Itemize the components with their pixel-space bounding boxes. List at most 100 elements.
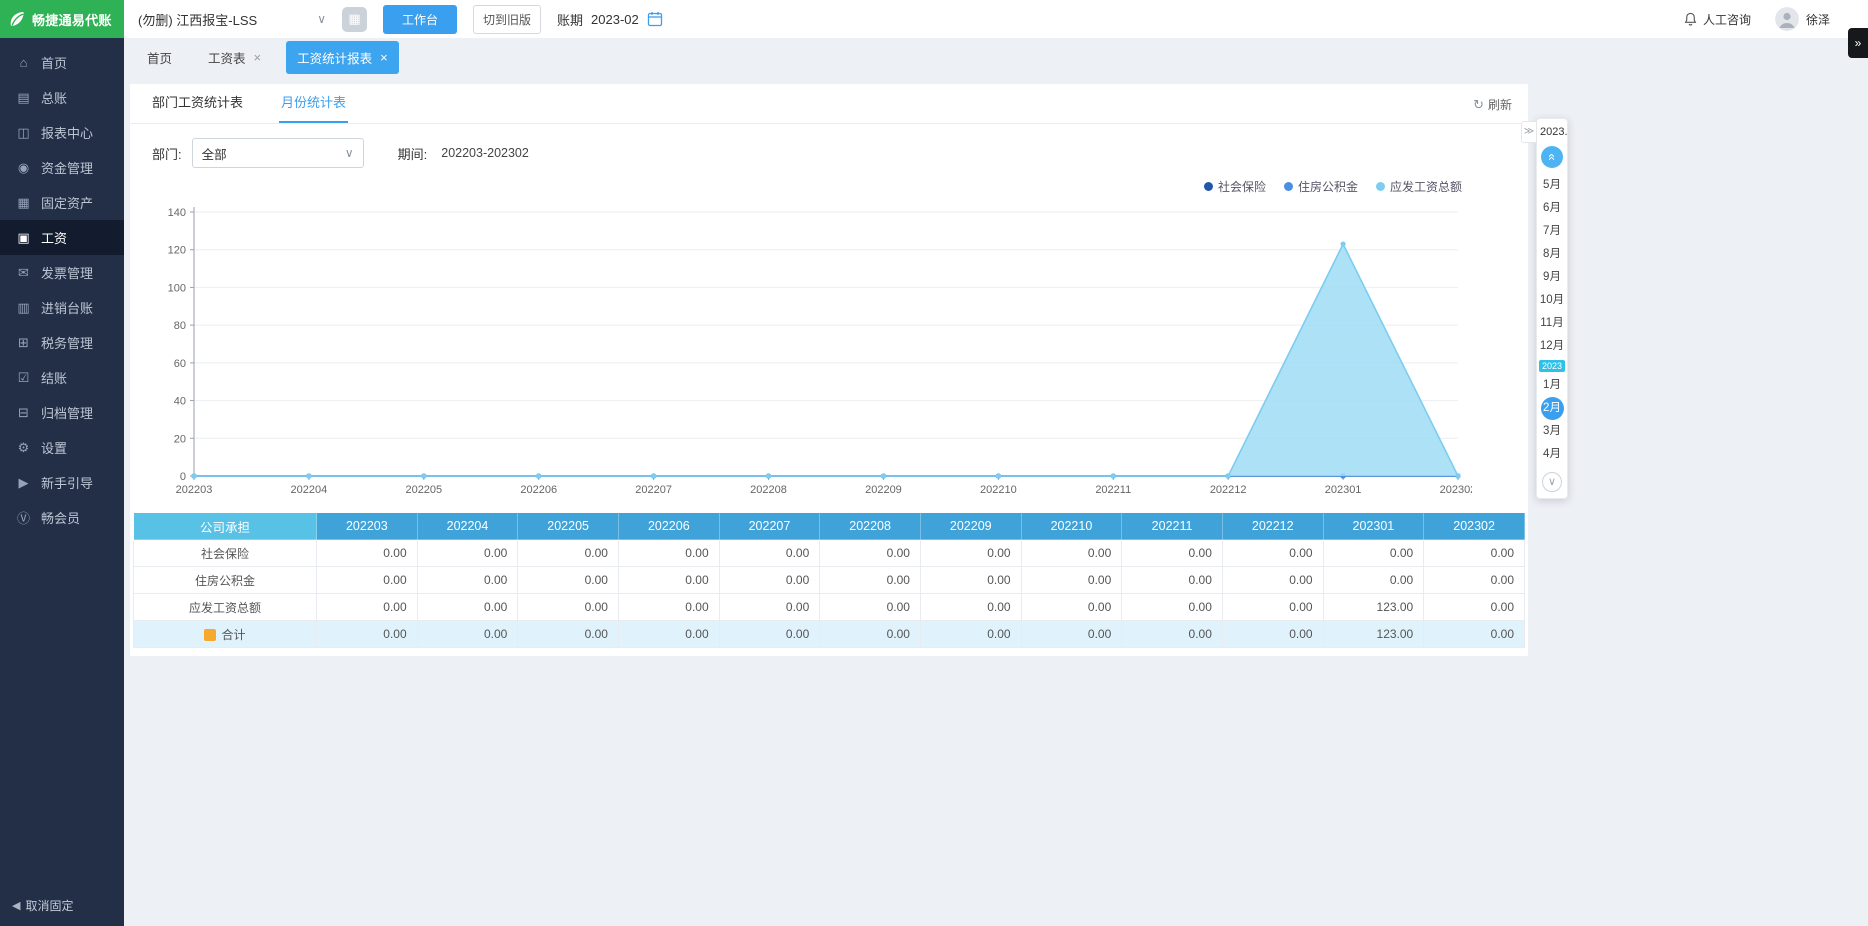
general-ledger-icon: ▤ [17, 89, 30, 105]
legend-item[interactable]: 社会保险 [1203, 178, 1266, 195]
month-item[interactable]: 3月 [1543, 425, 1561, 437]
cell-value: 0.00 [1020, 539, 1123, 567]
bell-icon[interactable] [1683, 12, 1698, 27]
memo-icon[interactable]: ▦ [342, 6, 367, 32]
month-item[interactable]: 8月 [1543, 248, 1561, 260]
cell-value: 0.00 [718, 593, 821, 621]
department-select[interactable]: 全部 ∨ [191, 138, 364, 168]
cell-value: 0.00 [718, 620, 821, 648]
username[interactable]: 徐泽 [1805, 12, 1830, 27]
sidebar-item-purchase-sales-ledger[interactable]: ▥ 进销台账 [0, 290, 124, 325]
sidebar-item-report-center[interactable]: ◫ 报表中心 [0, 115, 124, 150]
settings-icon: ⚙ [17, 439, 30, 455]
cell-value: 0.00 [316, 566, 418, 594]
tab-label: 工资统计报表 [297, 51, 373, 66]
salary-chart: 社会保险 住房公积金 应发工资总额 0 20 40 60 80 100 120 140 202203… [142, 174, 1528, 504]
legend-dot-icon [1375, 182, 1385, 191]
sidebar-item-salary[interactable]: ▣ 工资 [0, 220, 124, 255]
legend-item[interactable]: 住房公积金 [1283, 178, 1358, 195]
month-item[interactable]: 1月 [1543, 379, 1561, 391]
scroll-up-button[interactable]: « [1541, 146, 1563, 168]
cell-value: 0.00 [819, 539, 921, 567]
manual-consult-link[interactable]: 人工咨询 [1702, 12, 1751, 27]
sidebar-item-archive[interactable]: ⊟ 归档管理 [0, 395, 124, 430]
month-item[interactable]: 10月 [1539, 294, 1565, 306]
table-header-row: 公司承担 202203 202204 202205 202206 202207 202208… [133, 512, 1525, 540]
sidebar-item-label: 畅会员 [41, 511, 81, 526]
month-item[interactable]: 11月 [1540, 317, 1564, 329]
cell-value: 0.00 [819, 593, 921, 621]
company-selector[interactable]: (勿删) 江西报宝-LSS ∨ [138, 10, 326, 29]
sidebar-item-settings[interactable]: ⚙ 设置 [0, 430, 124, 465]
subtab-monthly-stats[interactable]: 月份统计表 [279, 92, 349, 123]
fund-management-icon: ◉ [17, 159, 30, 175]
cell-value: 0.00 [1020, 593, 1123, 621]
workbench-button[interactable]: 工作台 [383, 4, 458, 34]
close-icon[interactable]: × [380, 49, 388, 65]
expand-rail-tab[interactable]: ≫ [1521, 121, 1537, 143]
subtab-department-salary-stats[interactable]: 部门工资统计表 [152, 95, 244, 110]
month-item[interactable]: 12月 [1539, 340, 1565, 352]
cell-value: 0.00 [718, 566, 821, 594]
range-value: 202203-202302 [441, 146, 529, 160]
period-label: 账期 [557, 12, 584, 28]
sidebar-item-label: 报表中心 [41, 126, 94, 141]
refresh-button[interactable]: ↻ 刷新 [1473, 96, 1512, 113]
sidebar-item-home[interactable]: ⌂ 首页 [0, 45, 124, 80]
sidebar-item-fixed-assets[interactable]: ▦ 固定资产 [0, 185, 124, 220]
table-header-month: 202207 [718, 512, 821, 540]
cell-value: 0.00 [517, 620, 619, 648]
table-header-month: 202204 [416, 512, 519, 540]
scroll-down-button[interactable]: ∨ [1542, 472, 1562, 492]
table-header-month: 202210 [1020, 512, 1123, 540]
cell-value: 0.00 [718, 539, 821, 567]
sidebar-menu: ⌂ 首页 ▤ 总账 ◫ 报表中心 ◉ 资金管理 ▦ 固定资产 ▣ 工资 ✉ 发票管理 ▥ 进销台账 ⊞ 税务管理 ☑… [0, 38, 124, 535]
sidebar-item-general-ledger[interactable]: ▤ 总账 [0, 80, 124, 115]
cell-value: 0.00 [617, 539, 720, 567]
tab-home[interactable]: 首页 [136, 41, 183, 74]
sidebar-item-label: 税务管理 [41, 336, 94, 351]
sidebar-item-tax-management[interactable]: ⊞ 税务管理 [0, 325, 124, 360]
legend-dot-icon [1283, 182, 1293, 191]
legend-dot-icon [1203, 182, 1213, 191]
unpin-sidebar-button[interactable]: ◀ 取消固定 [0, 885, 124, 926]
svg-text:202206: 202206 [520, 484, 557, 496]
svg-text:202212: 202212 [1210, 484, 1247, 496]
close-icon[interactable]: × [253, 49, 262, 65]
legend-item[interactable]: 应发工资总额 [1375, 178, 1462, 195]
table-header-month: 202205 [517, 512, 619, 540]
table-header-month: 202203 [316, 512, 418, 540]
month-item[interactable]: 9月 [1543, 271, 1561, 283]
row-label: 合计 [133, 620, 317, 648]
cell-value: 0.00 [1020, 620, 1123, 648]
calendar-icon[interactable] [647, 11, 663, 27]
topbar: (勿删) 江西报宝-LSS ∨ ▦ 工作台 切到旧版 账期 2023-02 人工… [124, 0, 1868, 38]
cell-value: 123.00 [1322, 620, 1425, 648]
switch-old-version-button[interactable]: 切到旧版 [473, 4, 542, 34]
avatar[interactable] [1774, 7, 1799, 31]
table-row: 社会保险 0.00 0.00 0.00 0.00 0.00 0.00 0.00 0.00 0.00… [133, 539, 1525, 567]
svg-text:20: 20 [174, 433, 186, 445]
row-label: 住房公积金 [133, 566, 317, 594]
tab-salary-sheet[interactable]: 工资表 × [197, 41, 272, 74]
month-item[interactable]: 6月 [1543, 202, 1561, 214]
sidebar-item-guide[interactable]: ▶ 新手引导 [0, 465, 124, 500]
cell-value: 0.00 [316, 620, 418, 648]
app-logo: 畅捷通易代账 [0, 0, 124, 38]
expand-panel-tab[interactable]: » [1848, 28, 1868, 58]
report-center-icon: ◫ [17, 124, 30, 140]
sidebar-item-member[interactable]: Ⓥ 畅会员 [0, 500, 124, 535]
month-item[interactable]: 4月 [1543, 448, 1561, 460]
cell-value: 0.00 [416, 620, 519, 648]
sidebar-item-invoice[interactable]: ✉ 发票管理 [0, 255, 124, 290]
svg-text:80: 80 [174, 320, 186, 332]
sidebar-item-fund-management[interactable]: ◉ 资金管理 [0, 150, 124, 185]
tab-salary-statistics-report[interactable]: 工资统计报表 × [286, 40, 399, 74]
chart-canvas[interactable]: 0 20 40 60 80 100 120 140 202203 202204 202205 2022… [142, 200, 1476, 507]
month-item-selected[interactable]: 2月 [1540, 397, 1564, 420]
month-item[interactable]: 7月 [1543, 225, 1561, 237]
unpin-icon: ◀ [12, 900, 21, 912]
sidebar-item-closing[interactable]: ☑ 结账 [0, 360, 124, 395]
month-item[interactable]: 5月 [1543, 179, 1561, 191]
